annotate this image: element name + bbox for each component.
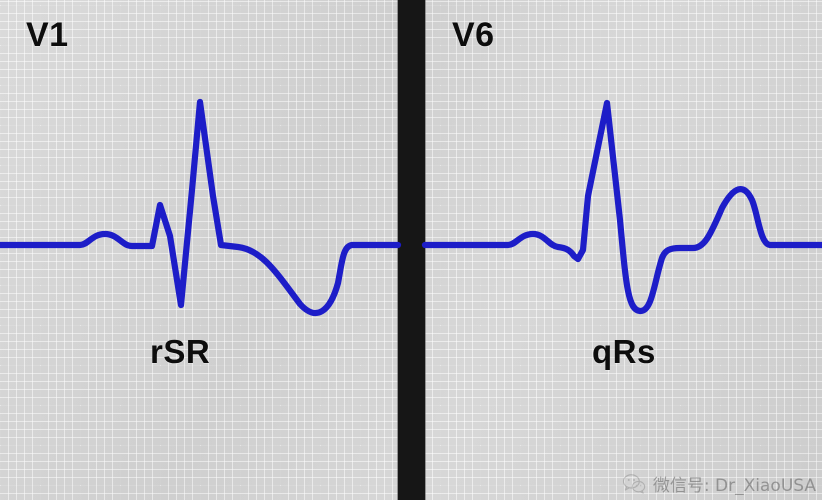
panel-divider-bar — [398, 0, 425, 500]
lead-label-v1: V1 — [26, 16, 69, 54]
ecg-trace-v6 — [421, 99, 822, 315]
morphology-label-rsr: rSR — [150, 333, 211, 370]
ecg-trace-v1 — [0, 98, 402, 317]
watermark-text: 微信号: Dr_XiaoUSA — [652, 476, 816, 496]
wechat-icon — [622, 473, 646, 494]
lead-label-v6: V6 — [452, 16, 495, 54]
morphology-label-qrs: qRs — [592, 333, 656, 370]
watermark: 微信号: Dr_XiaoUSA — [622, 471, 816, 496]
